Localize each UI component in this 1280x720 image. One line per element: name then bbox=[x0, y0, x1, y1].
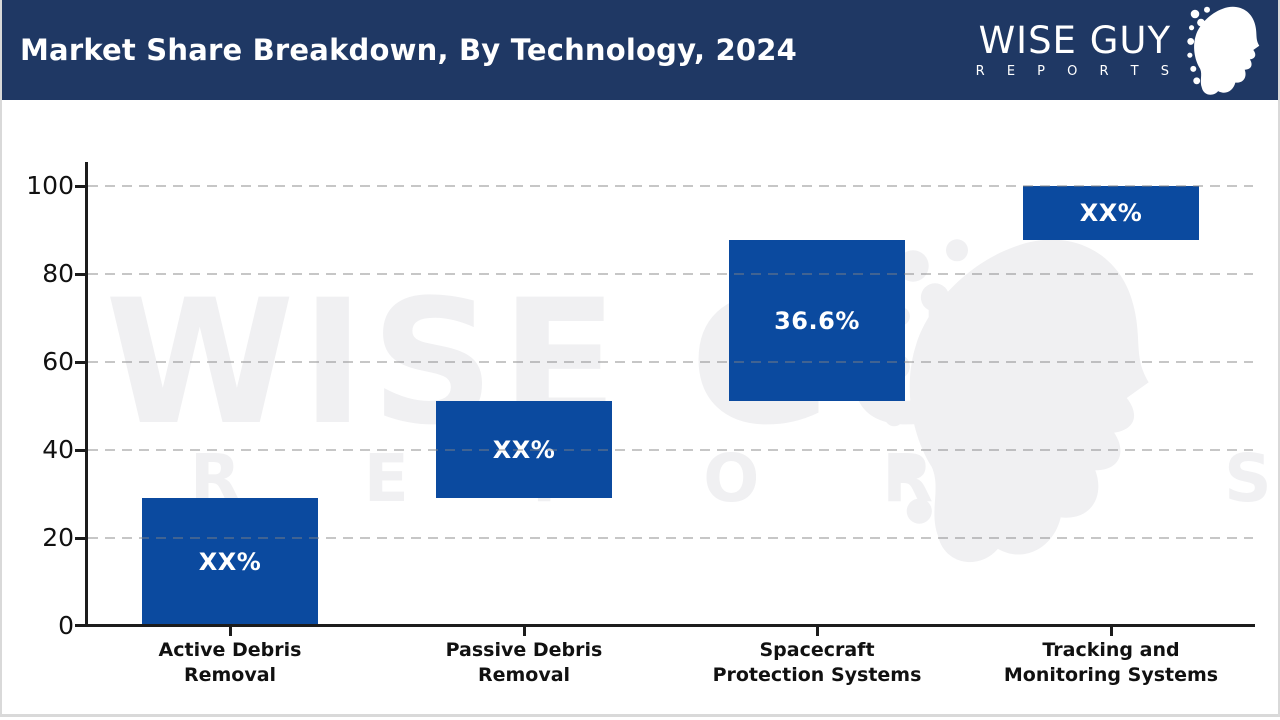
bar-passive-debris-removal: XX% bbox=[436, 401, 612, 498]
x-tick-mark bbox=[523, 627, 526, 636]
y-tick-label: 40 bbox=[42, 435, 74, 464]
y-tick-mark bbox=[75, 624, 88, 627]
page-title: Market Share Breakdown, By Technology, 2… bbox=[20, 33, 798, 67]
bar-value-label: XX% bbox=[1079, 199, 1143, 227]
bar-tracking-and-monitoring-systems: XX% bbox=[1023, 186, 1199, 240]
y-tick-mark bbox=[75, 185, 88, 188]
y-tick-mark bbox=[75, 449, 88, 452]
brand-logo: WISE GUY R E P O R T S bbox=[972, 0, 1266, 100]
y-tick-label: 60 bbox=[42, 347, 74, 376]
category-label-tracking-and-monitoring: Tracking and Monitoring Systems bbox=[1003, 639, 1219, 687]
y-tick-label: 0 bbox=[58, 611, 74, 640]
y-tick-mark bbox=[75, 273, 88, 276]
gridline-60 bbox=[88, 361, 1253, 363]
bar-value-label: 36.6% bbox=[774, 306, 860, 335]
gridline-40 bbox=[88, 449, 1253, 451]
bar-value-label: XX% bbox=[198, 548, 262, 576]
x-tick-mark bbox=[229, 627, 232, 636]
logo-wordmark: WISE GUY bbox=[978, 19, 1172, 62]
y-tick-label: 80 bbox=[42, 259, 74, 288]
category-label-active-debris-removal: Active Debris Removal bbox=[158, 639, 302, 687]
x-tick-mark bbox=[816, 627, 819, 636]
logo-reports-label: R E P O R T S bbox=[975, 64, 1178, 79]
x-tick-mark bbox=[1110, 627, 1113, 636]
logo-face-icon bbox=[1187, 6, 1260, 95]
category-label-spacecraft-protection: Spacecraft Protection Systems bbox=[712, 639, 922, 687]
gridline-80 bbox=[88, 273, 1253, 275]
y-tick-mark bbox=[75, 361, 88, 364]
category-label-passive-debris-removal: Passive Debris Removal bbox=[445, 639, 603, 687]
x-axis-line bbox=[85, 624, 1255, 627]
gridline-100 bbox=[88, 185, 1253, 187]
y-tick-label: 20 bbox=[42, 523, 74, 552]
bar-spacecraft-protection-systems: 36.6% bbox=[729, 240, 905, 401]
y-tick-mark bbox=[75, 537, 88, 540]
logo-wordmark-block: WISE GUY R E P O R T S bbox=[972, 22, 1178, 78]
bar-value-label: XX% bbox=[492, 435, 556, 464]
y-tick-label: 100 bbox=[26, 171, 74, 200]
y-axis-spine bbox=[85, 162, 88, 627]
bar-active-debris-removal: XX% bbox=[142, 498, 318, 626]
header-bar: Market Share Breakdown, By Technology, 2… bbox=[0, 0, 1280, 100]
gridline-20 bbox=[88, 537, 1253, 539]
